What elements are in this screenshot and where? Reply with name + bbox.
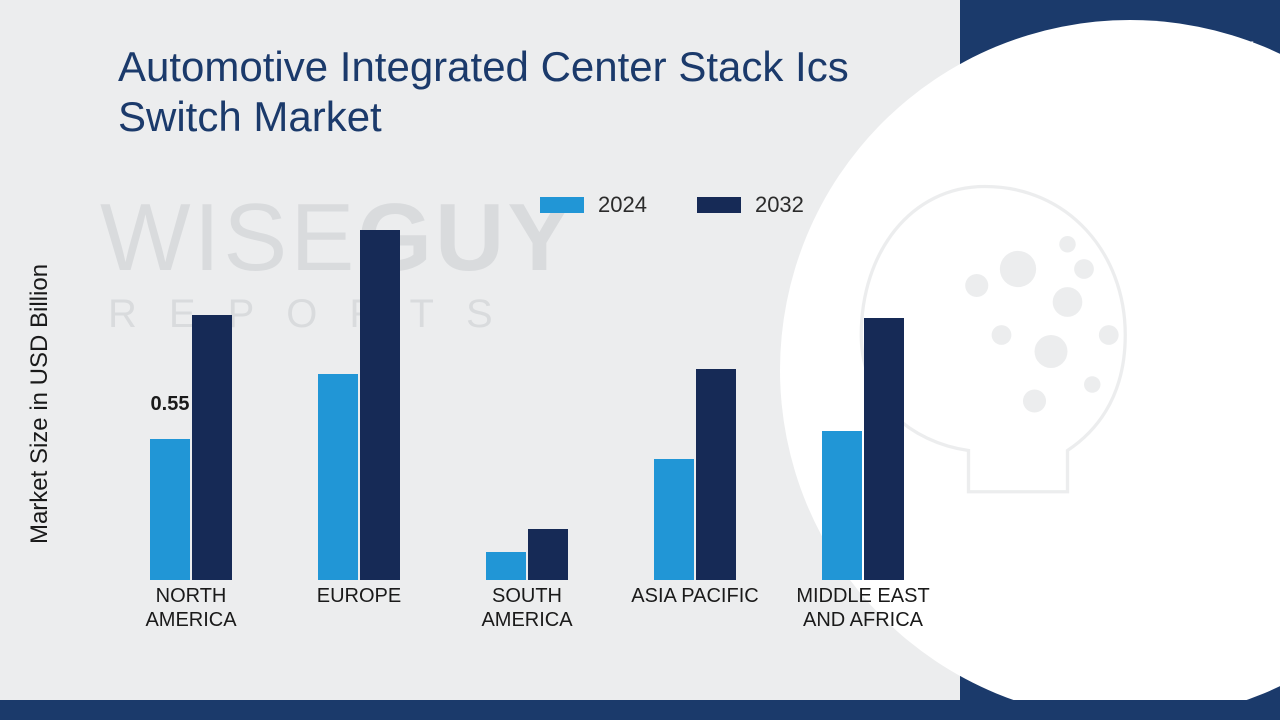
y-axis-label: Market Size in USD Billion — [26, 264, 54, 544]
x-axis-label: EUROPE — [289, 584, 429, 608]
logo-head-icon — [1176, 74, 1266, 164]
legend-swatch-2032 — [697, 197, 741, 213]
chart-area: 0.55 NORTH AMERICA EUROPE SOUTH AMERICA ASI… — [110, 220, 960, 670]
x-axis-label: MIDDLE EAST AND AFRICA — [793, 584, 933, 632]
logo-line1b: GUY — [1163, 34, 1256, 78]
bar-y2024 — [822, 431, 862, 580]
chart-title: Automotive Integrated Center Stack Ics S… — [118, 42, 878, 143]
bar-y2024 — [150, 439, 190, 580]
bar-group: 0.55 — [150, 220, 270, 580]
legend-swatch-2024 — [540, 197, 584, 213]
bar-y2024 — [654, 459, 694, 580]
logo-line1a: WISE — [1053, 34, 1163, 78]
bar-y2024 — [318, 374, 358, 580]
legend-label-2032: 2032 — [755, 192, 804, 218]
bar-value-label: 0.55 — [151, 393, 190, 416]
legend-item-2032: 2032 — [697, 192, 804, 218]
bar-y2024 — [486, 552, 526, 580]
bar-group — [822, 220, 942, 580]
bar-y2032 — [192, 315, 232, 580]
x-axis-label: ASIA PACIFIC — [625, 584, 765, 608]
bar-y2032 — [864, 318, 904, 580]
bar-y2032 — [528, 529, 568, 580]
brand-logo: WISEGUY REPORTS — [1053, 36, 1256, 96]
legend: 2024 2032 — [540, 192, 804, 218]
plot-area: 0.55 — [140, 220, 960, 580]
bar-group — [318, 220, 438, 580]
x-axis-label: SOUTH AMERICA — [457, 584, 597, 632]
bar-group — [654, 220, 774, 580]
legend-item-2024: 2024 — [540, 192, 647, 218]
legend-label-2024: 2024 — [598, 192, 647, 218]
bar-y2032 — [360, 230, 400, 580]
chart-canvas: WISEGUY REPORTS Automotive Integrated Ce… — [0, 0, 1280, 720]
bar-group — [486, 220, 606, 580]
x-axis-label: NORTH AMERICA — [121, 584, 261, 632]
bottom-bar — [0, 700, 1280, 720]
bar-y2032 — [696, 369, 736, 580]
